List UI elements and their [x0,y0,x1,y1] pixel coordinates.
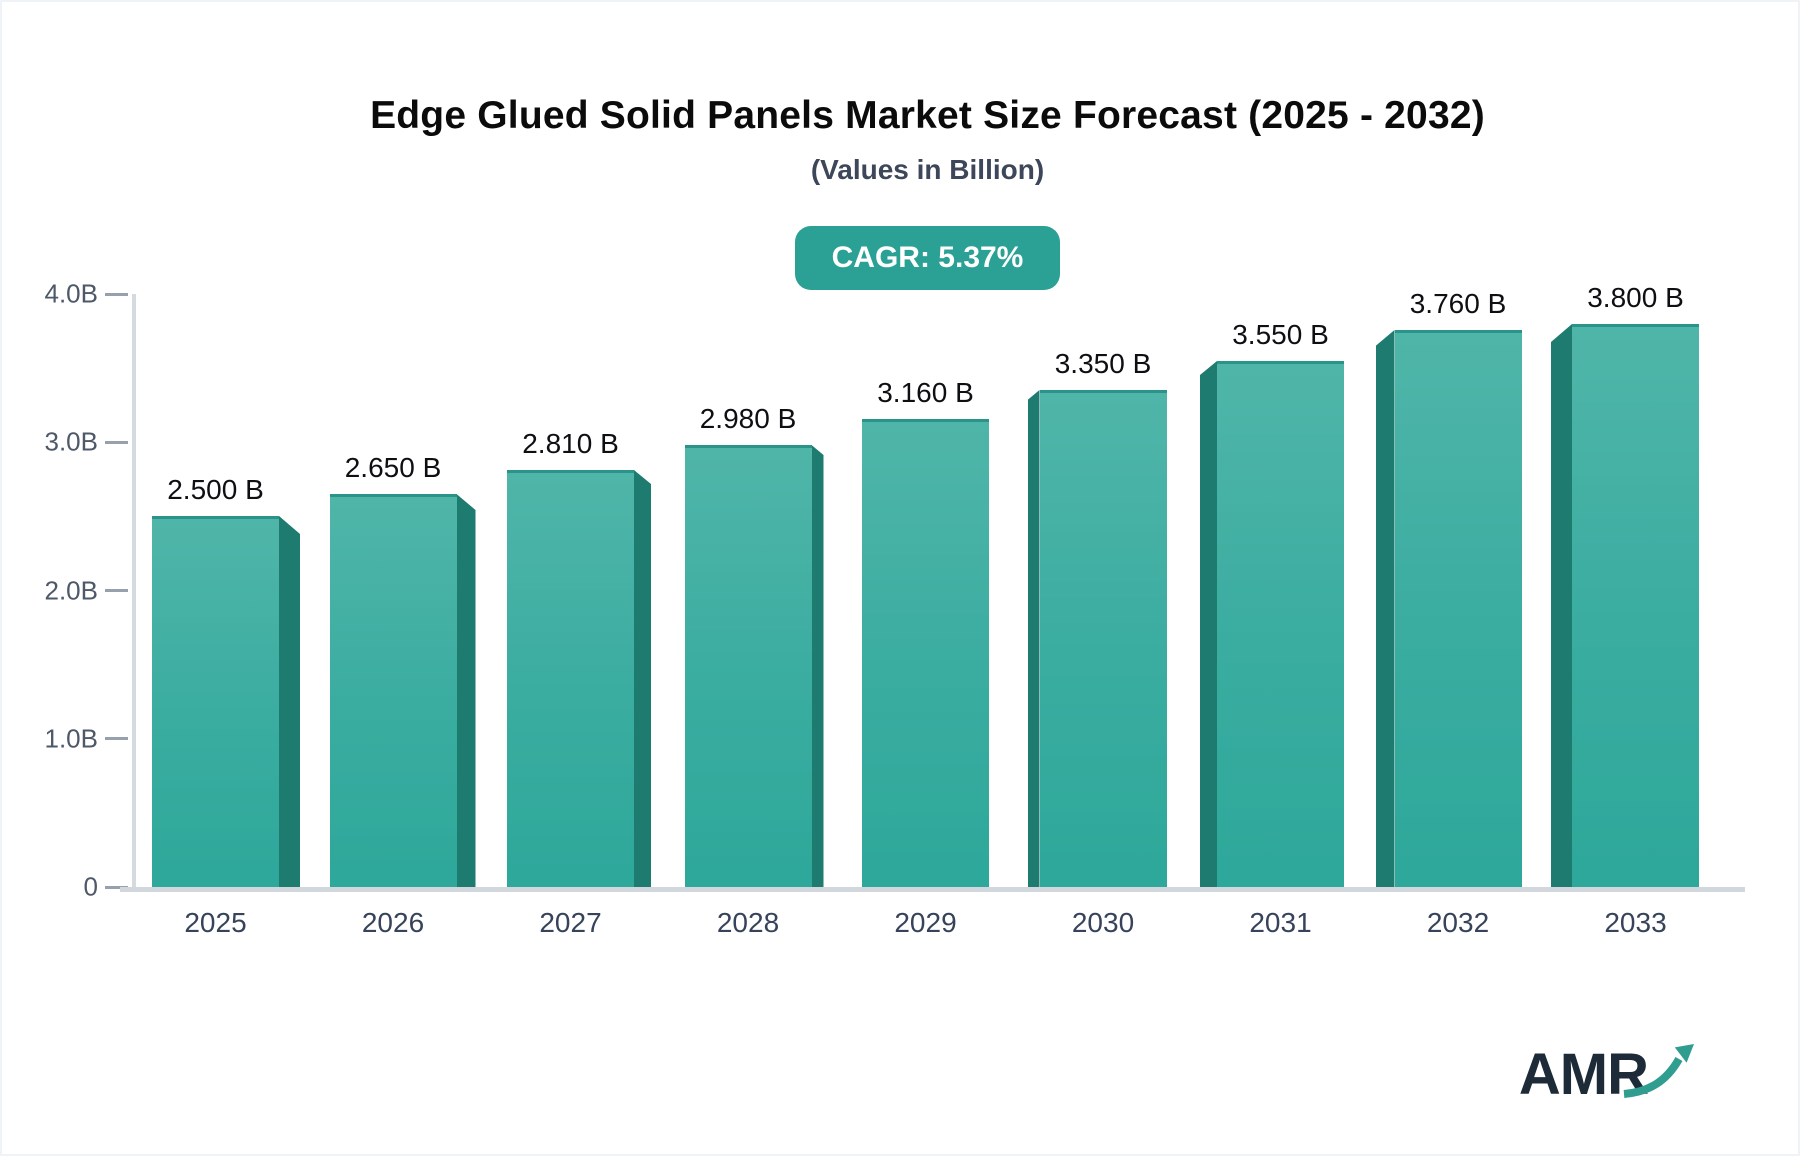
bar-side-face [1200,361,1217,887]
bar-front-face [507,470,634,887]
bar-value-label: 3.800 B [1587,282,1684,313]
bar-2028 [684,445,824,887]
x-tick-label: 2033 [1604,907,1667,938]
bar-value-label: 3.160 B [877,377,974,408]
bar-value-label: 2.650 B [344,452,442,483]
bar-value-label: 3.350 B [1054,348,1152,379]
chart-subtitle: (Values in Billion) [810,154,1045,185]
y-tick-label: 0 [83,871,98,902]
y-tick-mark [105,292,128,296]
y-tick-label: 1.0B [44,723,99,754]
bar-value-label: 2.980 B [699,403,797,434]
bar-front-face [329,494,457,887]
y-tick-mark [105,589,128,592]
x-tick-label: 2028 [716,907,780,938]
bar-side-face [1375,330,1395,887]
bar-2032 [1375,330,1522,887]
x-tick-label: 2026 [361,907,425,938]
bar-front-face [1217,361,1344,887]
x-tick-label: 2032 [1426,907,1490,938]
cagr-badge: CAGR: 5.37% [794,226,1061,290]
y-tick-label: 2.0B [44,575,99,605]
bar-front-face [1572,324,1699,887]
x-tick-label: 2031 [1249,907,1312,938]
y-tick-label: 3.0B [44,426,99,457]
bar-2025 [152,516,300,887]
y-tick-mark [105,440,128,444]
bar-2030 [1027,390,1167,887]
bar-value-label: 3.550 B [1232,319,1329,350]
y-tick-mark [105,737,128,741]
bar-2026 [329,494,476,887]
bar-front-face [152,516,279,887]
y-tick-label: 4.0B [44,278,99,309]
chart-title: Edge Glued Solid Panels Market Size Fore… [370,94,1485,137]
y-tick-mark [105,885,128,889]
x-tick-label: 2025 [184,907,247,938]
bar-front-face [862,419,989,887]
x-tick-label: 2030 [1071,907,1135,938]
x-axis-line [120,887,1745,892]
bar-side-face [1027,390,1040,887]
cagr-badge-row: CAGR: 5.37% [57,226,1798,290]
bar-value-label: 3.760 B [1409,288,1507,319]
bar-front-face [1394,330,1522,887]
bar-front-face [684,445,812,887]
bar-2033 [1551,324,1699,887]
bar-side-face [279,516,300,887]
bar-chart-plot-area: 2.500 B 2.650 B 2.810 B 2.980 B 3.160 B 3.350… [132,282,1747,938]
x-tick-label: 2029 [894,907,957,938]
bar-2029 [862,419,989,887]
bar-front-face [1039,390,1167,887]
bar-value-label: 2.810 B [522,428,619,459]
x-tick-label: 2027 [539,907,602,938]
y-axis-line [132,294,136,891]
chart-header: Edge Glued Solid Panels Market Size Fore… [57,94,1798,290]
bar-2031 [1200,361,1344,887]
bar-side-face [456,494,476,887]
bar-side-face [634,470,651,887]
bar-2027 [507,470,651,887]
bar-value-label: 2.500 B [167,474,264,505]
logo-arrow-icon [1623,1044,1694,1098]
amr-logo: AMR [1519,1040,1698,1104]
bar-side-face [1551,324,1572,887]
bar-side-face [811,445,824,887]
